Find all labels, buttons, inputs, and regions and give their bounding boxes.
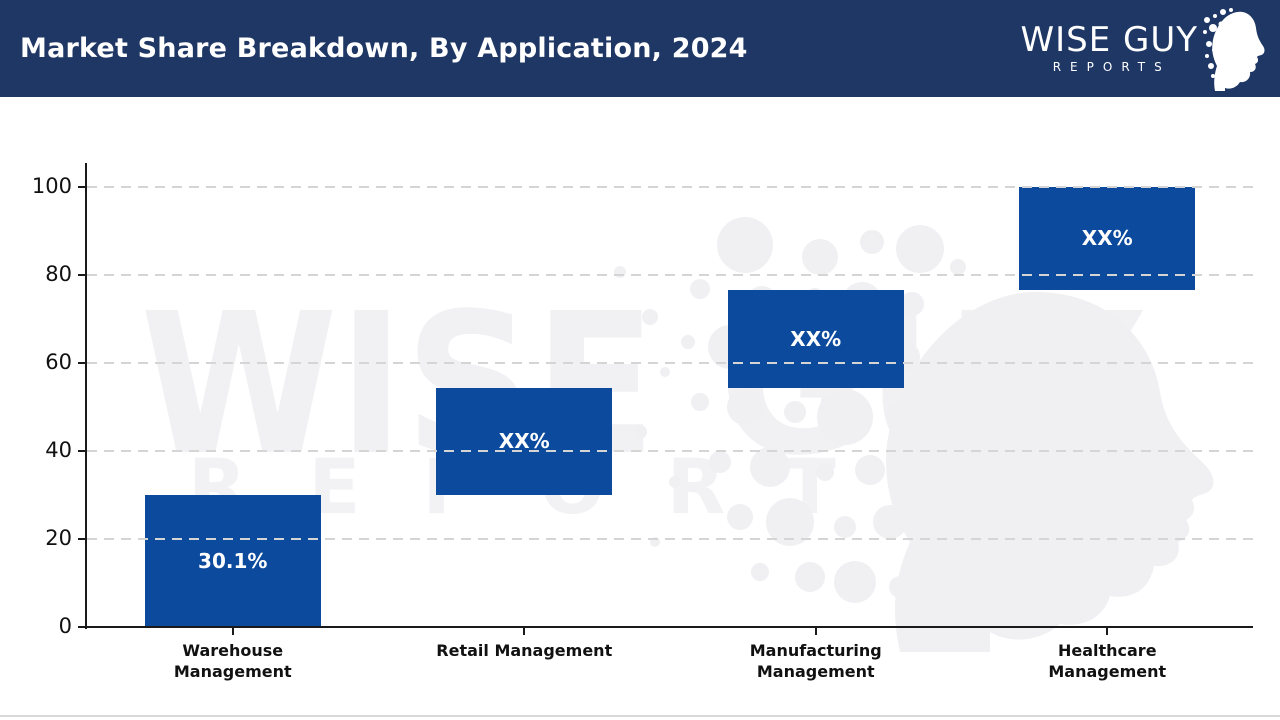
category-label-retail-management: Retail Management — [436, 641, 613, 660]
x-tick-mark-warehouse-management — [231, 628, 234, 635]
gridline-60 — [87, 362, 1253, 364]
y-tick-label-60: 60 — [45, 350, 72, 374]
bar-warehouse-management: 30.1% — [144, 494, 321, 627]
gridline-40 — [87, 450, 1253, 452]
bottom-divider — [0, 715, 1280, 717]
category-label-warehouse-management: Warehouse Management — [173, 641, 292, 681]
bar-value-label-warehouse-management: 30.1% — [198, 548, 268, 573]
gridline-100 — [87, 186, 1253, 188]
category-label-manufacturing-management: Manufacturing Management — [749, 641, 882, 681]
x-tick-mark-healthcare-management — [1106, 628, 1109, 635]
logo-text: WISE GUY REPORTS — [1020, 23, 1198, 74]
y-tick-label-80: 80 — [45, 262, 72, 286]
y-tick-mark-80 — [78, 274, 86, 276]
y-tick-mark-40 — [78, 450, 86, 452]
logo-head-icon — [1203, 7, 1265, 91]
category-label-healthcare-management: Healthcare Management — [1048, 641, 1167, 681]
bar-value-label-manufacturing-management: XX% — [790, 327, 842, 351]
x-axis-line — [85, 626, 1253, 628]
y-axis-line — [85, 163, 87, 629]
y-tick-mark-20 — [78, 538, 86, 540]
bar-healthcare-management: XX% — [1019, 187, 1196, 290]
bar-manufacturing-management: XX% — [727, 289, 904, 389]
y-tick-label-0: 0 — [58, 614, 72, 638]
y-tick-mark-100 — [78, 186, 86, 188]
x-tick-mark-retail-management — [523, 628, 526, 635]
page-title: Market Share Breakdown, By Application, … — [20, 33, 748, 64]
y-tick-label-100: 100 — [31, 174, 72, 198]
logo-brand-text: WISE GUY — [1020, 20, 1198, 60]
gridline-20 — [87, 538, 1253, 540]
y-tick-mark-0 — [78, 626, 86, 628]
bar-retail-management: XX% — [436, 388, 613, 495]
logo-sub-text: REPORTS — [1052, 60, 1171, 74]
header-bar: Market Share Breakdown, By Application, … — [0, 0, 1280, 97]
x-tick-mark-manufacturing-management — [814, 628, 817, 635]
gridline-80 — [87, 274, 1253, 276]
bar-value-label-healthcare-management: XX% — [1081, 226, 1133, 251]
y-tick-mark-60 — [78, 362, 86, 364]
bar-value-label-retail-management: XX% — [498, 429, 550, 454]
wise-guy-reports-logo: WISE GUY REPORTS — [1020, 6, 1266, 92]
y-tick-label-40: 40 — [45, 438, 72, 462]
y-tick-label-20: 20 — [45, 526, 72, 550]
